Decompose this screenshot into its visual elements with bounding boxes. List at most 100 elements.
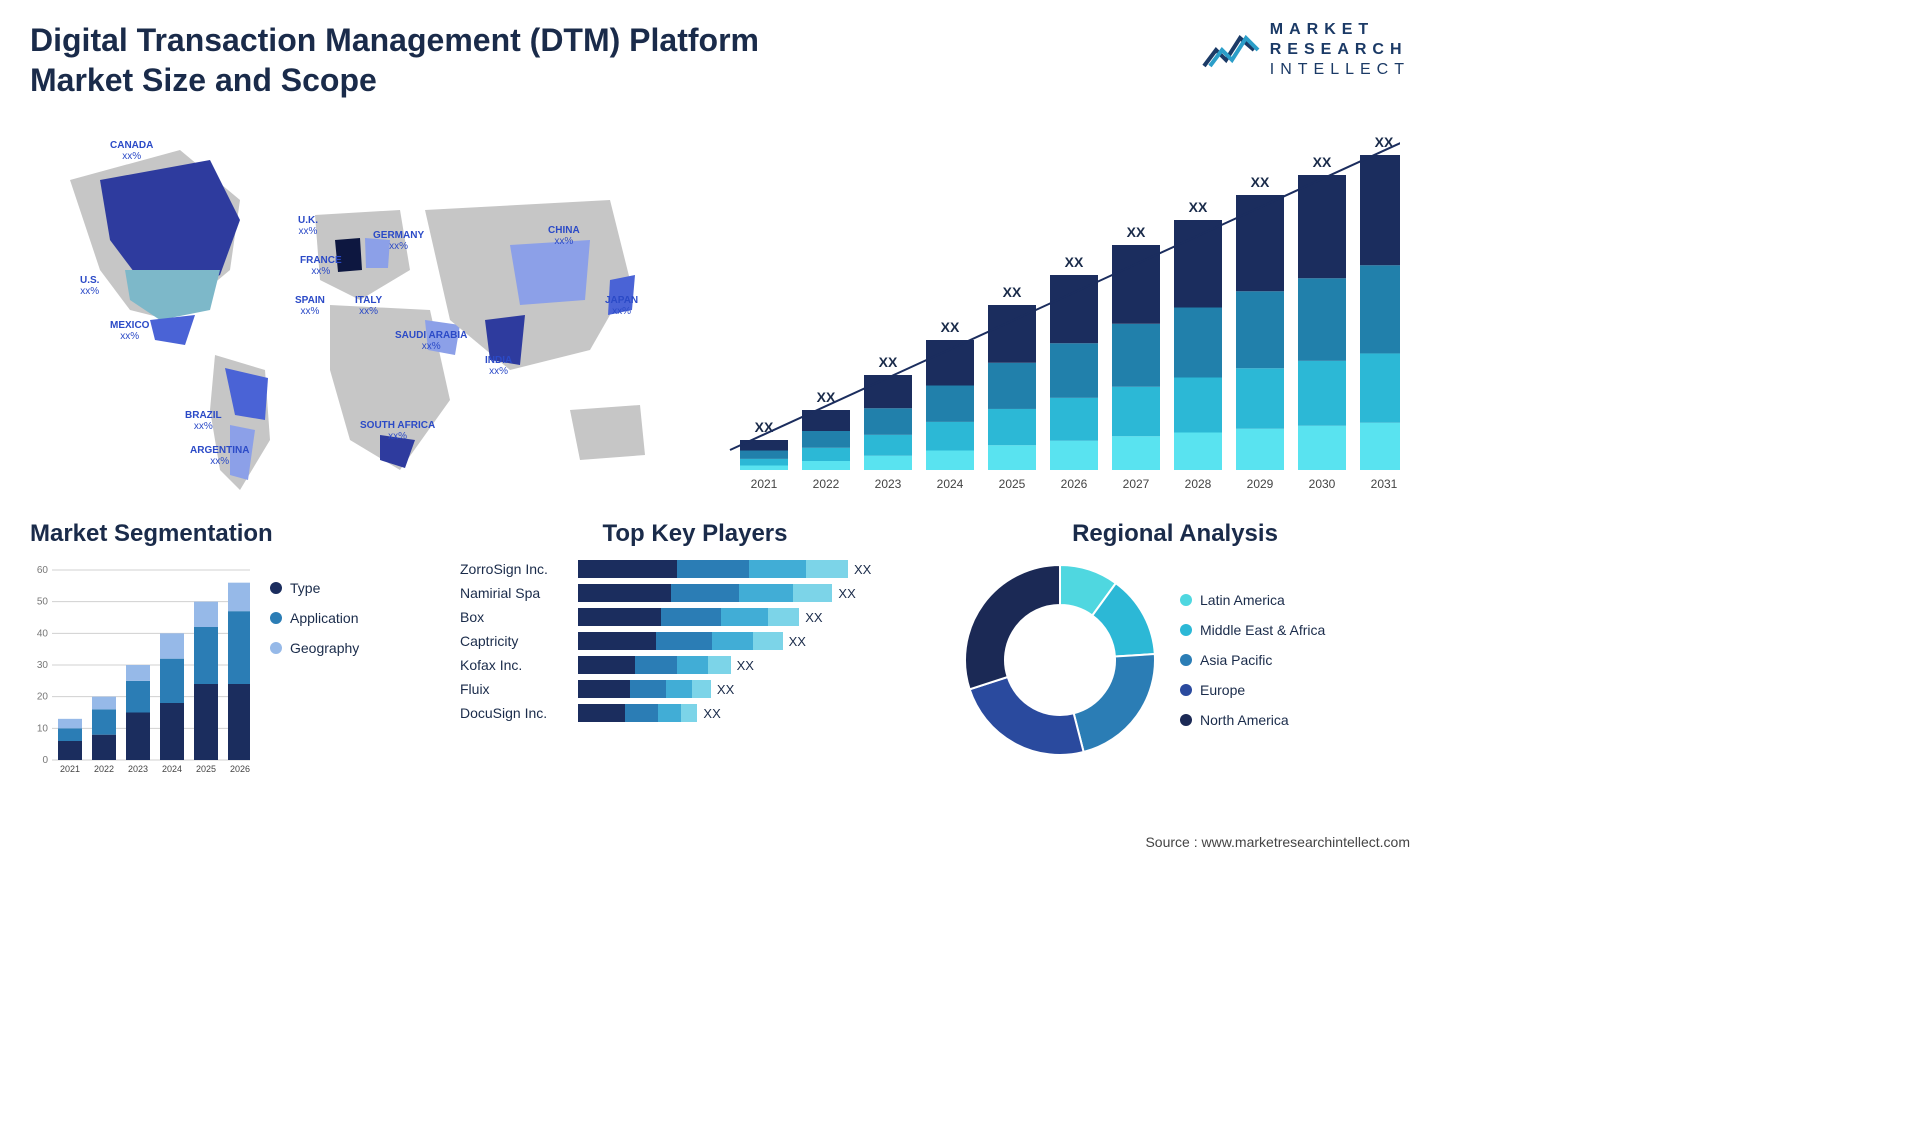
header: Digital Transaction Management (DTM) Pla…	[30, 20, 1410, 100]
svg-text:10: 10	[37, 723, 49, 734]
logo-line2: RESEARCH	[1270, 41, 1408, 58]
player-bar	[578, 584, 832, 602]
legend-item: Asia Pacific	[1180, 652, 1325, 668]
donut-legend: Latin AmericaMiddle East & AfricaAsia Pa…	[1180, 592, 1325, 728]
svg-text:XX: XX	[941, 319, 960, 335]
player-name: Kofax Inc.	[460, 657, 570, 673]
segmentation-legend: Type Application Geography	[270, 560, 359, 780]
svg-text:2021: 2021	[751, 477, 778, 491]
player-row: Kofax Inc. XX	[460, 656, 930, 674]
svg-text:2023: 2023	[128, 764, 148, 774]
svg-text:20: 20	[37, 692, 49, 703]
logo-text: MARKET RESEARCH INTELLECT	[1270, 20, 1410, 80]
country-label: ITALYxx%	[355, 295, 382, 317]
country-label: SAUDI ARABIAxx%	[395, 330, 467, 352]
svg-text:2021: 2021	[60, 764, 80, 774]
logo-line1: MARKET	[1270, 21, 1374, 38]
player-name: Namirial Spa	[460, 585, 570, 601]
brand-logo: MARKET RESEARCH INTELLECT	[1200, 20, 1410, 80]
country-label: BRAZILxx%	[185, 410, 222, 432]
player-value: XX	[789, 634, 806, 649]
svg-text:60: 60	[37, 565, 49, 576]
regional-panel: Regional Analysis Latin AmericaMiddle Ea…	[960, 520, 1390, 780]
player-value: XX	[703, 706, 720, 721]
player-name: Captricity	[460, 633, 570, 649]
svg-text:30: 30	[37, 660, 49, 671]
top-row: CANADAxx%U.S.xx%MEXICOxx%BRAZILxx%ARGENT…	[30, 120, 1410, 500]
svg-text:2030: 2030	[1309, 477, 1336, 491]
players-list: ZorroSign Inc.XXNamirial SpaXXBoxXXCaptr…	[460, 560, 930, 722]
player-name: DocuSign Inc.	[460, 705, 570, 721]
players-panel: Top Key Players ZorroSign Inc.XX Namirial…	[460, 520, 930, 780]
player-row: Namirial Spa XX	[460, 584, 930, 602]
legend-dot	[270, 582, 282, 594]
player-row: FluixXX	[460, 680, 930, 698]
svg-text:XX: XX	[755, 419, 774, 435]
svg-text:0: 0	[42, 755, 48, 766]
world-map: CANADAxx%U.S.xx%MEXICOxx%BRAZILxx%ARGENT…	[30, 120, 670, 500]
legend-item: Latin America	[1180, 592, 1325, 608]
legend-dot	[1180, 714, 1192, 726]
player-value: XX	[805, 610, 822, 625]
legend-label: Application	[290, 610, 359, 626]
donut-chart	[960, 560, 1160, 760]
svg-text:2023: 2023	[875, 477, 902, 491]
player-value: XX	[854, 562, 871, 577]
country-label: INDIAxx%	[485, 355, 512, 377]
svg-text:2028: 2028	[1185, 477, 1212, 491]
svg-text:XX: XX	[1189, 199, 1208, 215]
player-bar	[578, 656, 731, 674]
svg-text:2029: 2029	[1247, 477, 1274, 491]
svg-text:XX: XX	[879, 354, 898, 370]
svg-text:XX: XX	[1065, 254, 1084, 270]
svg-text:2026: 2026	[230, 764, 250, 774]
player-bar	[578, 608, 799, 626]
svg-text:XX: XX	[1251, 174, 1270, 190]
segmentation-chart: 0102030405060202120222023202420252026	[30, 560, 250, 780]
svg-text:XX: XX	[1003, 284, 1022, 300]
player-row: Captricity XX	[460, 632, 930, 650]
player-value: XX	[717, 682, 734, 697]
segmentation-title: Market Segmentation	[30, 520, 430, 548]
svg-text:2026: 2026	[1061, 477, 1088, 491]
legend-label: Type	[290, 580, 320, 596]
player-name: Box	[460, 609, 570, 625]
player-value: XX	[838, 586, 855, 601]
svg-text:2022: 2022	[813, 477, 840, 491]
country-label: JAPANxx%	[605, 295, 638, 317]
legend-label: Europe	[1200, 682, 1245, 698]
legend-label: North America	[1200, 712, 1289, 728]
legend-item: Europe	[1180, 682, 1325, 698]
legend-dot	[1180, 594, 1192, 606]
player-value: XX	[737, 658, 754, 673]
player-bar	[578, 632, 783, 650]
svg-text:XX: XX	[1313, 154, 1332, 170]
page-title: Digital Transaction Management (DTM) Pla…	[30, 20, 810, 100]
legend-item: Application	[270, 610, 359, 626]
main-bars-svg: XX 2021 XX 2022 XX 2023 XX 2024 XX 2025 XX 2026 XX 20…	[700, 120, 1400, 500]
legend-item: Geography	[270, 640, 359, 656]
svg-text:2024: 2024	[937, 477, 964, 491]
country-label: U.K.xx%	[298, 215, 318, 237]
country-label: SOUTH AFRICAxx%	[360, 420, 435, 442]
player-row: ZorroSign Inc.XX	[460, 560, 930, 578]
country-label: SPAINxx%	[295, 295, 325, 317]
svg-text:XX: XX	[1127, 224, 1146, 240]
svg-text:2025: 2025	[999, 477, 1026, 491]
legend-dot	[270, 612, 282, 624]
player-bar	[578, 704, 697, 722]
bottom-row: Market Segmentation 0 10 20 30 40 50 60 2021 202…	[30, 520, 1410, 780]
player-bar	[578, 680, 711, 698]
seg-svg: 0102030405060202120222023202420252026	[30, 560, 250, 780]
player-bar	[578, 560, 848, 578]
country-label: CHINAxx%	[548, 225, 580, 247]
legend-label: Geography	[290, 640, 359, 656]
svg-text:40: 40	[37, 628, 49, 639]
country-label: ARGENTINAxx%	[190, 445, 249, 467]
regional-title: Regional Analysis	[960, 520, 1390, 548]
legend-dot	[1180, 624, 1192, 636]
legend-dot	[270, 642, 282, 654]
svg-text:2022: 2022	[94, 764, 114, 774]
svg-text:50: 50	[37, 597, 49, 608]
players-title: Top Key Players	[460, 520, 930, 548]
